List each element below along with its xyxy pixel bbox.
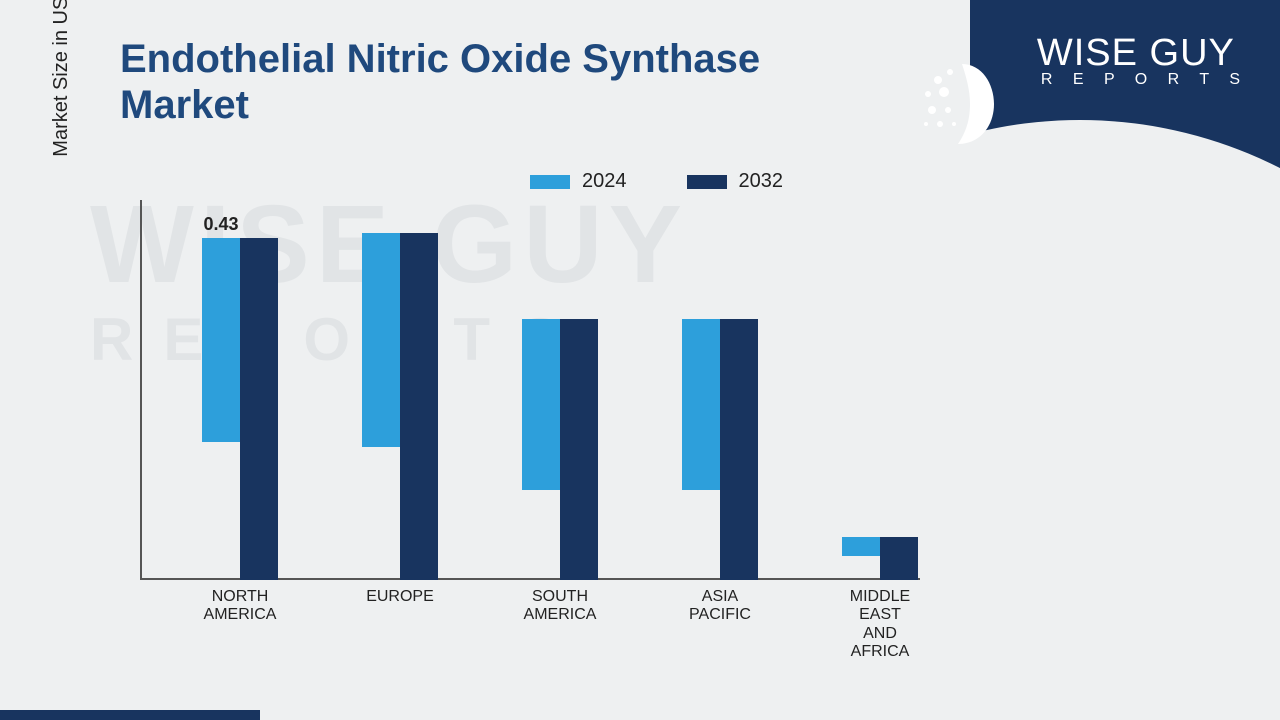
brand-main-text: WISE GUY: [1037, 32, 1248, 75]
bar-2024: [842, 537, 880, 556]
bar-2024: [682, 319, 720, 490]
legend-item-2024: 2024: [530, 170, 627, 193]
bar-group: MIDDLEEASTANDAFRICA: [820, 537, 940, 580]
bar-2032: [400, 233, 438, 580]
bar-group: EUROPE: [340, 233, 460, 580]
plot-region: 0.43NORTHAMERICA EUROPE SOUTHAMERICA ASIAPA…: [140, 200, 920, 580]
bar-group: 0.43NORTHAMERICA: [180, 238, 300, 580]
category-label: EUROPE: [340, 588, 460, 606]
bar-2024: [522, 319, 560, 490]
category-label: NORTHAMERICA: [180, 588, 300, 625]
bar-2032: [880, 537, 918, 580]
y-axis-line: [140, 200, 142, 580]
bar-2024: 0.43: [202, 238, 240, 442]
brand-head-icon: [918, 60, 998, 148]
bar-2032: [560, 319, 598, 580]
brand-sub-text: R E P O R T S: [1037, 71, 1248, 89]
category-label: ASIAPACIFIC: [660, 588, 780, 625]
legend-label-2032: 2032: [739, 170, 784, 193]
brand-logo: WISE GUY R E P O R T S: [1037, 32, 1248, 89]
bar-group: SOUTHAMERICA: [500, 319, 620, 580]
bar-2032: [720, 319, 758, 580]
chart-area: Market Size in USD Billion 2024 2032 0.4…: [60, 170, 920, 690]
footer-accent-bar: [0, 710, 260, 720]
y-axis-label: Market Size in USD Billion: [50, 0, 73, 230]
legend-swatch-2024: [530, 175, 570, 189]
chart-title: Endothelial Nitric Oxide Synthase Market: [120, 36, 860, 128]
bar-group: ASIAPACIFIC: [660, 319, 780, 580]
legend-swatch-2032: [687, 175, 727, 189]
bar-2032: [240, 238, 278, 580]
bar-2024: [362, 233, 400, 447]
category-label: SOUTHAMERICA: [500, 588, 620, 625]
legend-item-2032: 2032: [687, 170, 784, 193]
stage: WISE GUY R E P O R T S WISE GUY REPORTS …: [0, 0, 1280, 720]
legend-label-2024: 2024: [582, 170, 627, 193]
category-label: MIDDLEEASTANDAFRICA: [820, 588, 940, 662]
legend: 2024 2032: [530, 170, 783, 193]
bar-value-label: 0.43: [191, 214, 251, 235]
